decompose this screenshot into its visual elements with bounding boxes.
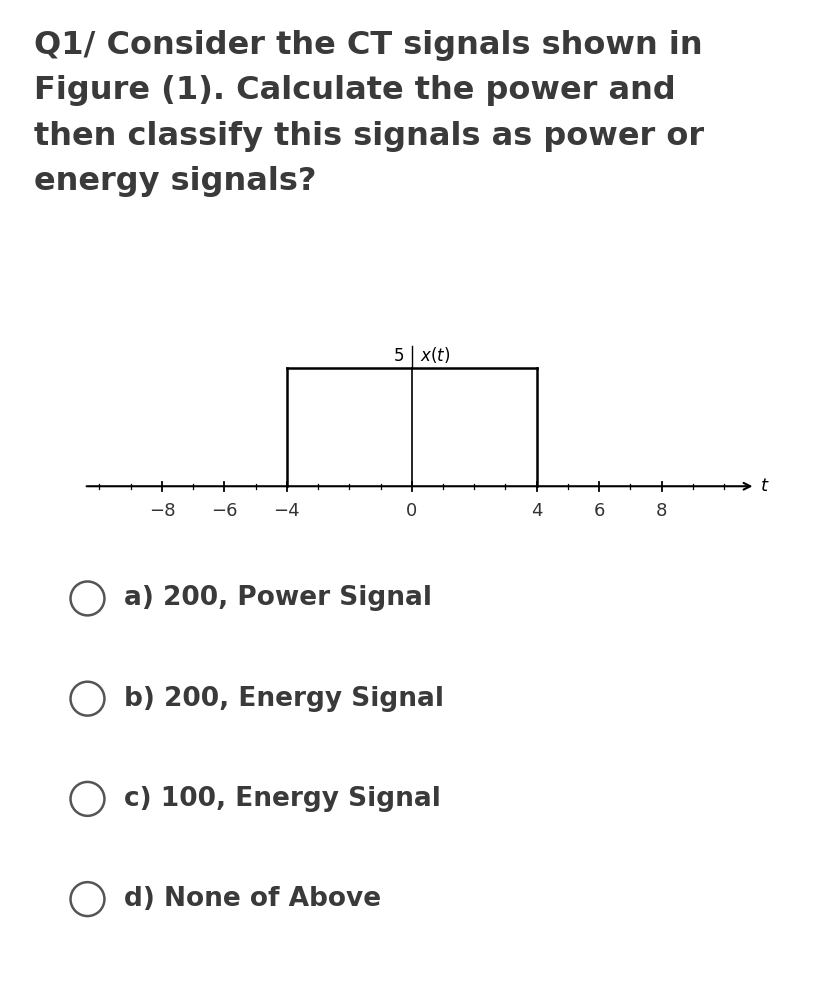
Text: d) None of Above: d) None of Above — [124, 886, 380, 912]
Text: 5: 5 — [394, 347, 404, 365]
Text: 0: 0 — [406, 502, 417, 520]
Text: c) 100, Energy Signal: c) 100, Energy Signal — [124, 786, 441, 812]
Text: $x(t)$: $x(t)$ — [420, 345, 450, 365]
Text: −8: −8 — [148, 502, 175, 520]
Text: 4: 4 — [531, 502, 542, 520]
Text: −6: −6 — [211, 502, 238, 520]
Text: 6: 6 — [593, 502, 605, 520]
Text: $t$: $t$ — [760, 477, 769, 495]
Text: b) 200, Energy Signal: b) 200, Energy Signal — [124, 686, 444, 712]
Text: 8: 8 — [656, 502, 667, 520]
Text: Q1/ Consider the CT signals shown in
Figure (1). Calculate the power and
then cl: Q1/ Consider the CT signals shown in Fig… — [34, 30, 704, 197]
Text: −4: −4 — [273, 502, 300, 520]
Text: a) 200, Power Signal: a) 200, Power Signal — [124, 585, 432, 611]
